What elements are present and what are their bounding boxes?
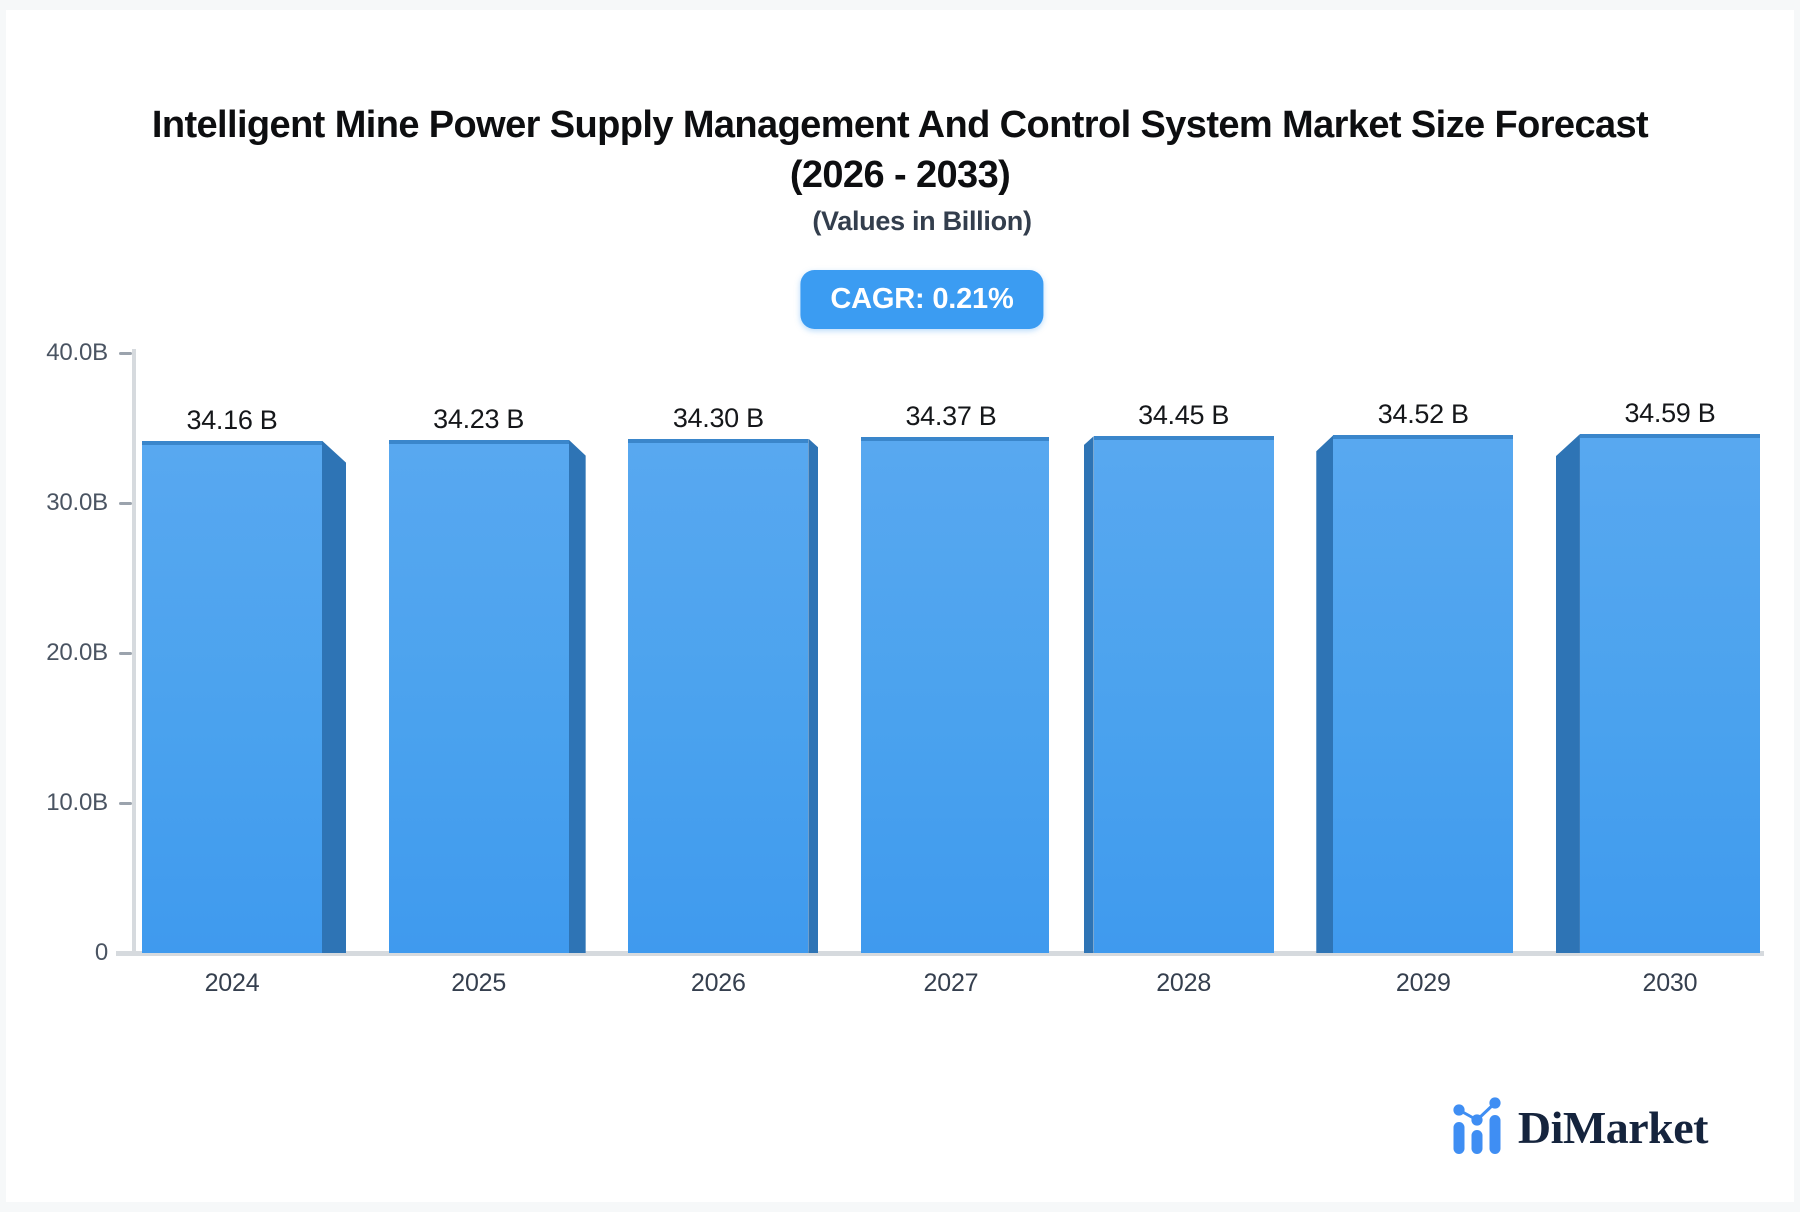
bars-root: 34.16 B 2024 34.23 B 2025 34.30 B 2026 34.37 B… (142, 353, 1760, 997)
x-axis-label: 2029 (1395, 969, 1451, 997)
bar-line-chart-icon (1453, 1097, 1501, 1154)
x-axis-label: 2028 (1156, 969, 1212, 997)
y-axis-line (132, 349, 136, 956)
bar-face (628, 438, 809, 953)
bar-side-panel (808, 438, 819, 953)
bar-side-panel (1555, 434, 1580, 953)
bar-side-panel (322, 440, 346, 953)
y-tick-dash (119, 351, 132, 355)
x-axis-line (116, 951, 1764, 956)
bar-group: 34.59 B 2030 (1555, 398, 1760, 997)
bar-group: 34.37 B 2027 (860, 401, 1049, 997)
x-axis-label: 2025 (451, 969, 507, 997)
bar-value-label: 34.52 B (1377, 399, 1469, 430)
y-tick-label: 30.0B (46, 489, 108, 516)
bar-value-label: 34.30 B (672, 402, 764, 433)
y-tick-label: 10.0B (46, 789, 108, 816)
bar-group: 34.30 B 2026 (628, 403, 819, 997)
y-tick-dash (119, 501, 132, 505)
bar-face (142, 440, 322, 953)
bar-side-panel (1083, 436, 1094, 953)
y-tick-label: 0 (94, 939, 108, 966)
y-tick: 20.0B (14, 639, 132, 667)
cagr-badge: CAGR: 0.21% (800, 270, 1044, 329)
y-tick: 40.0B (14, 339, 132, 367)
x-axis-label: 2030 (1642, 969, 1698, 997)
brand-logo: DiMarket (1449, 1096, 1709, 1154)
y-tick-label: 40.0B (46, 339, 108, 366)
bar-side-panel (568, 439, 586, 953)
bar-face (388, 439, 569, 953)
bar-group: 34.16 B 2024 (142, 405, 346, 997)
bar-group: 34.52 B 2029 (1316, 399, 1514, 997)
y-tick-dash (119, 651, 132, 655)
chart-card: Intelligent Mine Power Supply Management… (6, 10, 1794, 1202)
bar-side-panel (1316, 435, 1334, 953)
bar-face (860, 437, 1049, 953)
bar-group: 34.45 B 2028 (1083, 400, 1274, 997)
chart-subtitle: (Values in Billion) (812, 206, 1032, 236)
bar-face (1579, 434, 1760, 953)
bar-value-label: 34.23 B (433, 403, 525, 434)
brand-logo-text: DiMarket (1517, 1102, 1709, 1154)
bar-face (1333, 435, 1514, 953)
y-axis: 40.0B 30.0B 20.0B 10.0B 0 (14, 339, 132, 966)
page-title: Intelligent Mine Power Supply Management… (151, 104, 1649, 197)
bar-value-label: 34.16 B (186, 404, 278, 435)
y-tick: 30.0B (14, 489, 132, 517)
y-tick: 10.0B (14, 789, 132, 817)
x-axis-label: 2024 (204, 969, 260, 997)
bar-face (1093, 436, 1274, 953)
x-axis-label: 2027 (923, 969, 979, 997)
bar-value-label: 34.45 B (1138, 400, 1230, 431)
bar-value-label: 34.37 B (905, 401, 997, 432)
bar-value-label: 34.59 B (1624, 398, 1716, 429)
y-tick: 0 (14, 939, 132, 967)
y-tick-dash (119, 801, 132, 805)
x-axis-label: 2026 (690, 969, 746, 997)
bar-group: 34.23 B 2025 (388, 404, 586, 997)
y-tick-label: 20.0B (46, 639, 108, 666)
